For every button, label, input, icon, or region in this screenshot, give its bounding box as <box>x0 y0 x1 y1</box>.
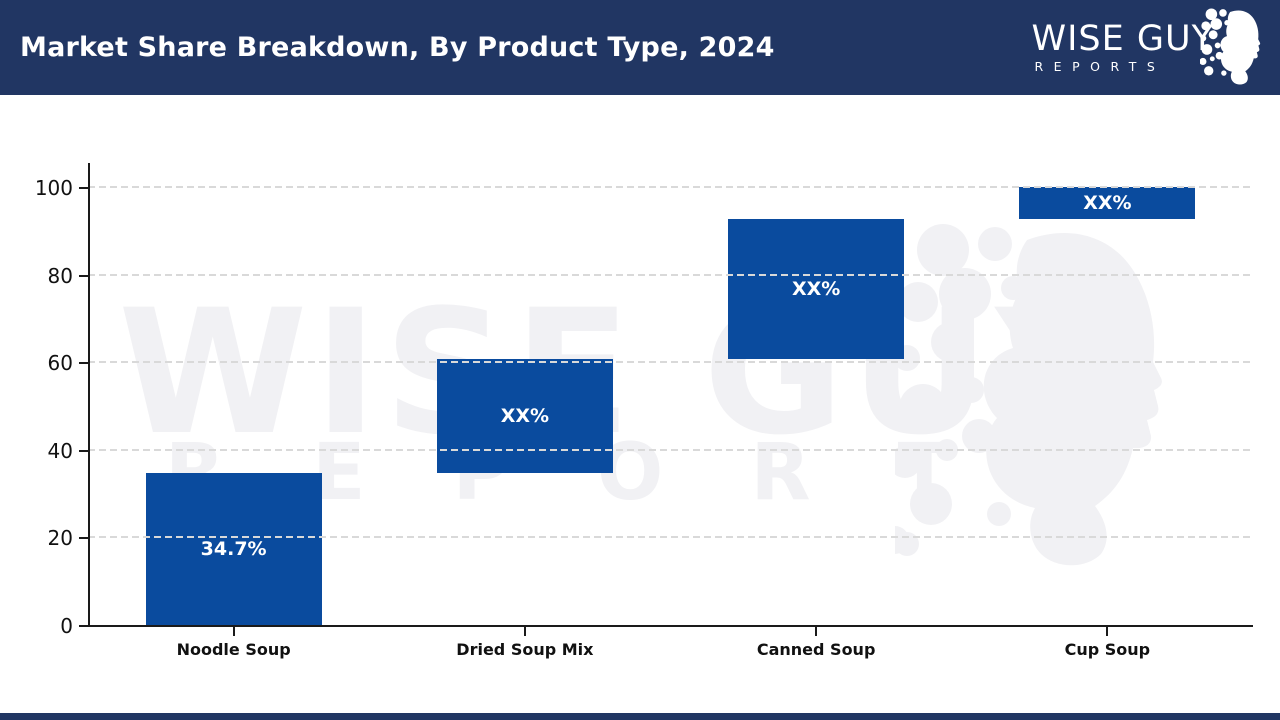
category-label-canned-soup: Canned Soup <box>756 640 876 659</box>
y-tick-0 <box>79 625 88 627</box>
x-tick-2 <box>523 627 526 636</box>
gridline-20 <box>88 536 1253 539</box>
category-label-noodle-soup: Noodle Soup <box>176 640 291 659</box>
x-tick-4 <box>1106 627 1109 636</box>
y-tick-100 <box>79 187 88 189</box>
y-axis-line <box>88 162 90 627</box>
x-tick-3 <box>815 627 818 636</box>
footer-bar <box>0 713 1280 720</box>
y-tick-label-40: 40 <box>47 438 73 463</box>
bar-value-label: XX% <box>1083 191 1132 214</box>
y-tick-60 <box>79 362 88 365</box>
gridline-80 <box>88 273 1253 276</box>
y-tick-80 <box>79 274 88 277</box>
gridline-100 <box>88 186 1253 188</box>
bar-dried-soup-mix: XX% <box>436 359 613 473</box>
y-tick-label-20: 20 <box>47 526 73 551</box>
bar-value-label: 34.7% <box>200 537 267 560</box>
bar-value-label: XX% <box>791 278 841 301</box>
gridline-60 <box>88 361 1253 364</box>
y-tick-40 <box>79 449 88 452</box>
category-label-cup-soup: Cup Soup <box>1064 640 1151 659</box>
header-bar: Market Share Breakdown, By Product Type,… <box>0 0 1280 95</box>
wise-guy-reports-logo: WISE GUY REPORTS <box>1031 7 1280 86</box>
x-axis-line <box>88 625 1253 627</box>
page-title: Market Share Breakdown, By Product Type,… <box>20 32 775 63</box>
bar-value-label: XX% <box>500 405 550 428</box>
logo-subtitle: REPORTS <box>1034 58 1166 74</box>
bar-cup-soup: XX% <box>1019 187 1196 219</box>
y-tick-label-100: 100 <box>34 176 73 200</box>
x-tick-1 <box>232 627 235 636</box>
y-tick-label-80: 80 <box>47 263 73 288</box>
logo-head-icon <box>1200 7 1261 84</box>
y-tick-label-60: 60 <box>47 351 73 376</box>
y-tick-label-0: 0 <box>60 614 73 638</box>
category-label-dried-soup-mix: Dried Soup Mix <box>456 640 594 659</box>
logo-wordmark: WISE GUY <box>1031 18 1214 59</box>
bar-canned-soup: XX% <box>728 218 905 360</box>
y-tick-20 <box>79 537 88 540</box>
gridline-40 <box>88 448 1253 451</box>
bar-noodle-soup: 34.7% <box>145 473 322 625</box>
